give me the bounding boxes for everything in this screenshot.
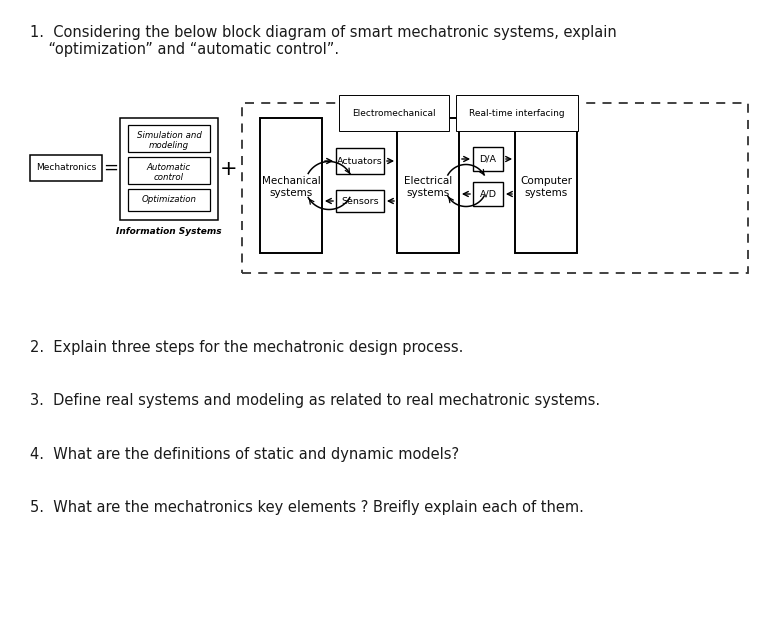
Text: D/A: D/A	[480, 154, 497, 164]
Text: Real-time interfacing: Real-time interfacing	[469, 108, 565, 118]
Bar	[515, 118, 577, 253]
Bar	[128, 157, 210, 184]
Text: 5.  What are the mechatronics key elements ? Breifly explain each of them.: 5. What are the mechatronics key element…	[30, 500, 584, 515]
Text: Optimization: Optimization	[141, 195, 196, 205]
Bar	[336, 148, 384, 174]
Text: Sensors: Sensors	[341, 197, 379, 205]
Text: =: =	[103, 159, 119, 177]
Bar	[397, 118, 459, 253]
Text: “optimization” and “automatic control”.: “optimization” and “automatic control”.	[30, 42, 339, 57]
Text: Electromechanical: Electromechanical	[352, 108, 436, 118]
Text: modeling: modeling	[149, 140, 189, 149]
Text: Actuators: Actuators	[337, 156, 383, 166]
Text: 4.  What are the definitions of static and dynamic models?: 4. What are the definitions of static an…	[30, 447, 459, 462]
Bar	[473, 182, 503, 206]
Bar	[260, 118, 322, 253]
Text: systems: systems	[269, 188, 313, 197]
Text: +: +	[220, 159, 237, 179]
Bar	[128, 189, 210, 211]
Text: Mechatronics: Mechatronics	[36, 164, 96, 173]
Bar	[30, 155, 102, 181]
Bar	[128, 125, 210, 152]
Text: Information Systems: Information Systems	[116, 227, 222, 236]
Text: A/D: A/D	[480, 190, 497, 198]
Text: Computer: Computer	[520, 176, 572, 185]
Text: 3.  Define real systems and modeling as related to real mechatronic systems.: 3. Define real systems and modeling as r…	[30, 393, 600, 408]
Text: 2.  Explain three steps for the mechatronic design process.: 2. Explain three steps for the mechatron…	[30, 340, 463, 355]
Text: control: control	[154, 173, 184, 181]
Text: Automatic: Automatic	[147, 163, 191, 171]
Bar	[336, 190, 384, 212]
Bar	[120, 118, 218, 220]
Text: systems: systems	[407, 188, 449, 197]
Text: Mechanical: Mechanical	[262, 176, 320, 185]
Text: systems: systems	[525, 188, 567, 197]
Text: Simulation and: Simulation and	[137, 130, 202, 139]
Bar	[242, 103, 748, 273]
Text: Electrical: Electrical	[404, 176, 452, 185]
Bar	[473, 147, 503, 171]
Text: 1.  Considering the below block diagram of smart mechatronic systems, explain: 1. Considering the below block diagram o…	[30, 25, 617, 40]
